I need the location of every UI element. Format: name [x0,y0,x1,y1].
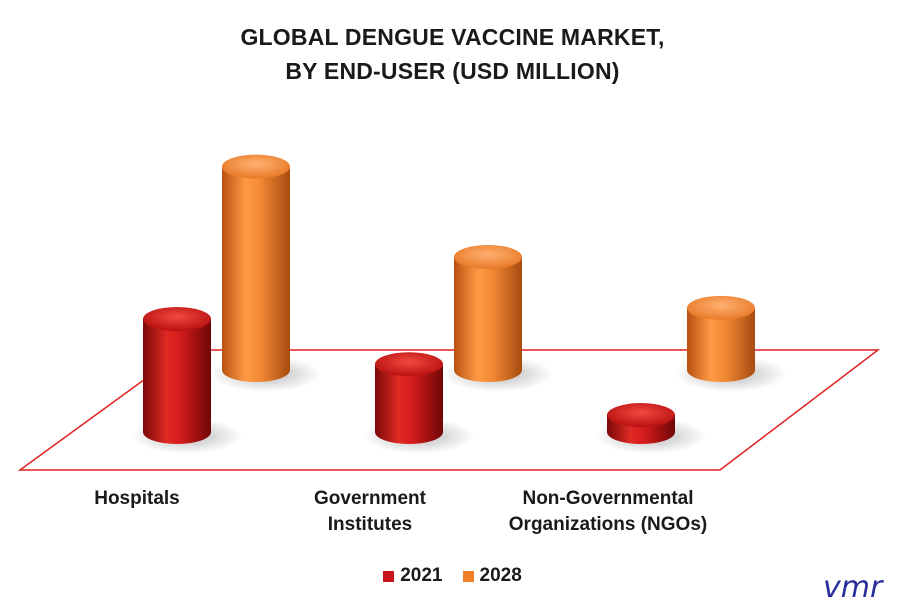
category-label-line: Government [314,488,426,509]
legend-item-2021: 2021 [383,565,443,587]
legend-swatch-2028 [462,570,474,582]
legend-label-2021: 2021 [400,565,443,586]
category-label-line: Hospitals [94,488,180,509]
category-label-government-institutes: Government Institutes [240,486,500,538]
chart-title-line-2: BY END-USER (USD MILLION) [285,58,620,84]
vmr-logo: vmr [823,570,884,605]
bar-2028-hospitals [210,154,322,392]
bar-2021-government-institutes [363,352,475,454]
bar-2021-hospitals [131,307,243,454]
category-label-hospitals: Hospitals [7,486,267,512]
legend-swatch-2021 [383,570,395,582]
legend: 2021 2028 [0,565,905,587]
bar-2028-non-governmental-organizations-ngos- [675,295,787,392]
chart-floor [17,349,881,471]
category-label-line: Non-Governmental [522,488,694,509]
legend-item-2028: 2028 [462,565,522,587]
bar-2028-government-institutes [442,245,554,392]
category-label-non-governmental-organizations-ngos-: Non-Governmental Organizations (NGOs) [478,486,738,538]
svg-text:vmr: vmr [823,570,884,605]
legend-label-2028: 2028 [479,565,522,586]
chart-title-line-1: GLOBAL DENGUE VACCINE MARKET, [240,24,665,50]
category-label-line: Institutes [327,514,413,535]
bar-2021-non-governmental-organizations-ngos- [595,403,707,454]
category-label-line: Organizations (NGOs) [508,514,708,535]
